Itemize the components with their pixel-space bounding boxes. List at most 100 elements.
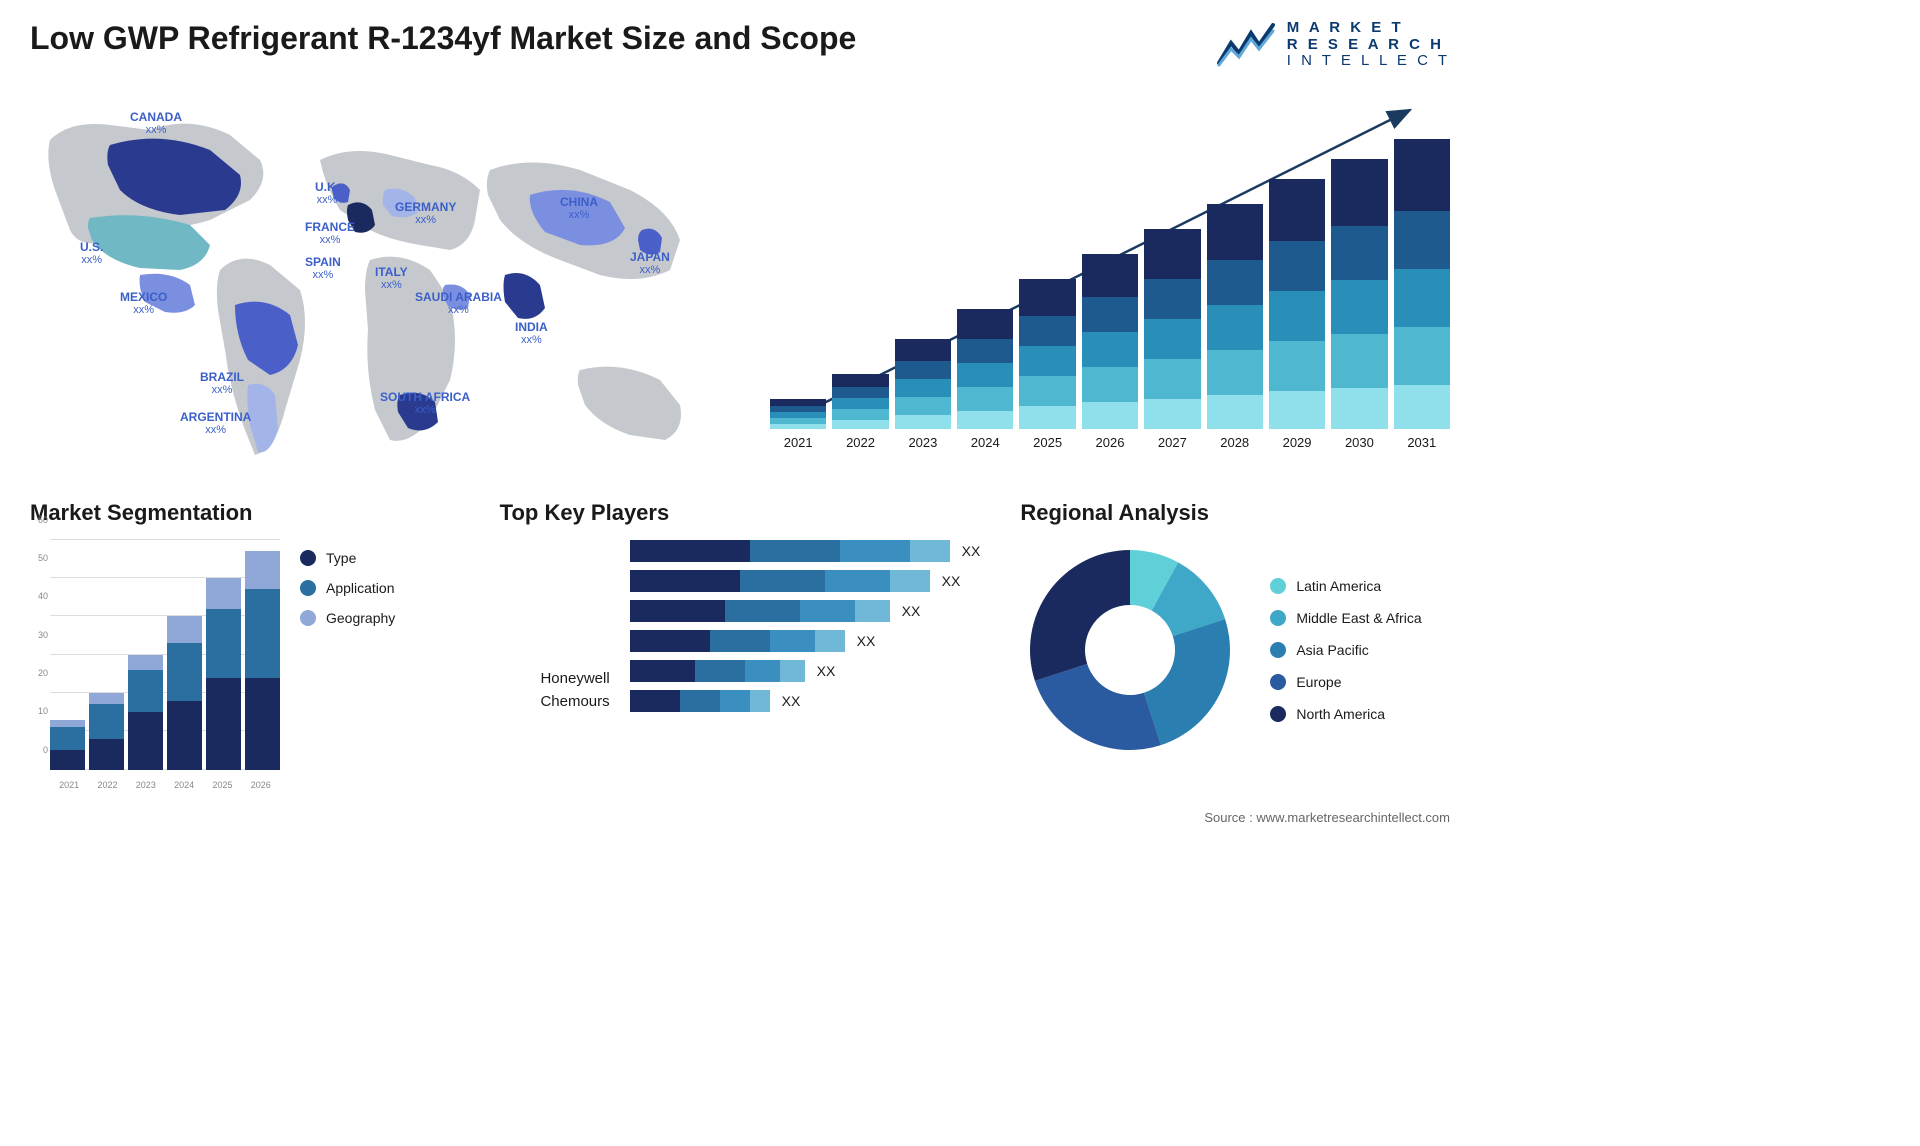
y-tick-label: 50 xyxy=(38,553,48,563)
growth-year-label: 2021 xyxy=(784,435,813,450)
map-label: JAPANxx% xyxy=(630,250,670,278)
growth-bar: XX2023 xyxy=(895,339,951,450)
growth-bar: XX2030 xyxy=(1331,159,1387,450)
map-label: SPAINxx% xyxy=(305,255,341,283)
segmentation-panel: Market Segmentation 0 10 20 30 40 50 60 2021 20… xyxy=(30,500,460,790)
map-label: GERMANYxx% xyxy=(395,200,456,228)
player-bar: XX xyxy=(630,660,981,682)
growth-year-label: 2024 xyxy=(971,435,1000,450)
growth-year-label: 2031 xyxy=(1407,435,1436,450)
world-map: CANADAxx% U.S.xx% MEXICOxx% BRAZILxx% ARGENT… xyxy=(30,90,730,470)
growth-bar: XX2027 xyxy=(1144,229,1200,450)
map-label: MEXICOxx% xyxy=(120,290,167,318)
segmentation-bar xyxy=(245,551,280,769)
growth-bar: XX2031 xyxy=(1394,139,1450,450)
segmentation-bar xyxy=(50,720,85,770)
player-value: XX xyxy=(942,573,961,589)
legend-item: Europe xyxy=(1270,674,1421,690)
y-tick-label: 60 xyxy=(38,515,48,525)
growth-bar: XX2028 xyxy=(1207,204,1263,450)
segmentation-bar xyxy=(128,655,163,770)
growth-year-label: 2029 xyxy=(1283,435,1312,450)
map-label: INDIAxx% xyxy=(515,320,548,348)
segmentation-year-label: 2024 xyxy=(165,780,203,790)
segmentation-chart: 0102030405060 202120222023202420252026 xyxy=(30,540,280,790)
segmentation-bar xyxy=(167,616,202,769)
growth-year-label: 2022 xyxy=(846,435,875,450)
players-panel: Top Key Players HoneywellChemours XXXXXX… xyxy=(500,500,981,790)
segmentation-legend: Type Application Geography xyxy=(300,550,395,790)
segmentation-title: Market Segmentation xyxy=(30,500,460,526)
players-labels: Honeywell Chemours xyxy=(500,540,610,712)
player-value: XX xyxy=(962,543,981,559)
map-label: SOUTH AFRICAxx% xyxy=(380,390,470,418)
segmentation-year-label: 2026 xyxy=(242,780,280,790)
player-bar: XX xyxy=(630,690,981,712)
growth-year-label: 2023 xyxy=(908,435,937,450)
player-bar: XX xyxy=(630,540,981,562)
y-tick-label: 40 xyxy=(38,591,48,601)
map-label: U.K.xx% xyxy=(315,180,339,208)
donut-slice xyxy=(1035,663,1161,749)
map-label: ITALYxx% xyxy=(375,265,408,293)
growth-year-label: 2027 xyxy=(1158,435,1187,450)
player-value: XX xyxy=(857,633,876,649)
map-label: SAUDI ARABIAxx% xyxy=(415,290,502,318)
logo-line2: R E S E A R C H xyxy=(1287,37,1450,54)
growth-bar: XX2029 xyxy=(1269,179,1325,450)
map-label: CHINAxx% xyxy=(560,195,598,223)
y-tick-label: 10 xyxy=(38,706,48,716)
players-chart: XXXXXXXXXXXX xyxy=(630,540,981,712)
legend-item: Asia Pacific xyxy=(1270,642,1421,658)
y-tick-label: 0 xyxy=(43,745,48,755)
growth-bar: XX2022 xyxy=(832,374,888,450)
player-bar: XX xyxy=(630,600,981,622)
players-title: Top Key Players xyxy=(500,500,981,526)
donut-slice xyxy=(1030,550,1130,681)
growth-bar: XX2026 xyxy=(1082,254,1138,450)
segmentation-bar xyxy=(206,578,241,770)
legend-item: Application xyxy=(300,580,395,596)
logo-line3: I N T E L L E C T xyxy=(1287,53,1450,70)
player-name: Honeywell xyxy=(500,670,610,687)
legend-item: Middle East & Africa xyxy=(1270,610,1421,626)
segmentation-year-label: 2023 xyxy=(127,780,165,790)
y-tick-label: 30 xyxy=(38,630,48,640)
legend-item: Latin America xyxy=(1270,578,1421,594)
player-value: XX xyxy=(817,663,836,679)
player-bar: XX xyxy=(630,630,981,652)
growth-year-label: 2026 xyxy=(1096,435,1125,450)
regional-donut xyxy=(1020,540,1240,760)
player-name: Chemours xyxy=(500,693,610,710)
growth-chart: XX2021XX2022XX2023XX2024XX2025XX2026XX20… xyxy=(770,90,1450,470)
logo: M A R K E T R E S E A R C H I N T E L L … xyxy=(1217,20,1450,70)
map-label: FRANCExx% xyxy=(305,220,355,248)
donut-slice xyxy=(1144,619,1230,745)
player-bar: XX xyxy=(630,570,981,592)
page-title: Low GWP Refrigerant R-1234yf Market Size… xyxy=(30,20,856,57)
regional-title: Regional Analysis xyxy=(1020,500,1450,526)
logo-icon xyxy=(1217,23,1277,67)
growth-year-label: 2030 xyxy=(1345,435,1374,450)
legend-item: Type xyxy=(300,550,395,566)
growth-year-label: 2028 xyxy=(1220,435,1249,450)
y-tick-label: 20 xyxy=(38,668,48,678)
growth-bar: XX2021 xyxy=(770,399,826,450)
map-label: CANADAxx% xyxy=(130,110,182,138)
segmentation-bar xyxy=(89,693,124,770)
logo-line1: M A R K E T xyxy=(1287,20,1450,37)
player-value: XX xyxy=(902,603,921,619)
map-label: ARGENTINAxx% xyxy=(180,410,251,438)
segmentation-year-label: 2025 xyxy=(203,780,241,790)
source-attribution: Source : www.marketresearchintellect.com xyxy=(30,810,1450,825)
regional-legend: Latin America Middle East & Africa Asia Pa… xyxy=(1270,578,1421,722)
growth-bar: XX2024 xyxy=(957,309,1013,450)
regional-panel: Regional Analysis Latin America Middle Ea… xyxy=(1020,500,1450,790)
growth-bar: XX2025 xyxy=(1019,279,1075,450)
map-label: U.S.xx% xyxy=(80,240,103,268)
growth-year-label: 2025 xyxy=(1033,435,1062,450)
legend-item: North America xyxy=(1270,706,1421,722)
map-label: BRAZILxx% xyxy=(200,370,244,398)
segmentation-year-label: 2021 xyxy=(50,780,88,790)
legend-item: Geography xyxy=(300,610,395,626)
